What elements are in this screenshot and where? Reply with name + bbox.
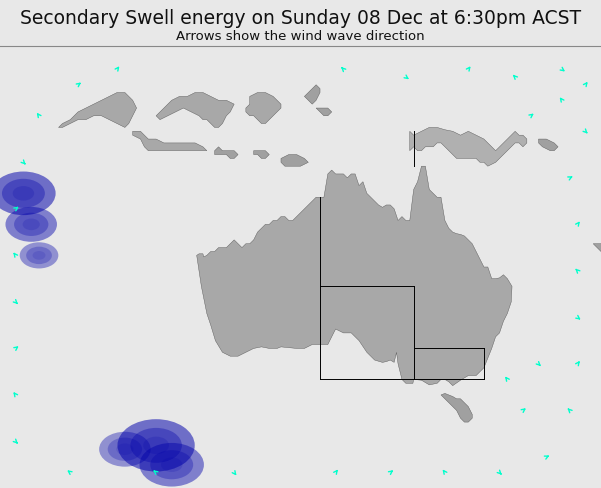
Polygon shape [538,139,558,151]
Polygon shape [254,151,269,159]
Polygon shape [410,127,527,166]
Ellipse shape [14,213,49,236]
Ellipse shape [117,444,133,455]
Ellipse shape [20,242,58,268]
Ellipse shape [139,443,204,487]
Ellipse shape [117,419,195,471]
Polygon shape [246,93,281,123]
Ellipse shape [161,457,183,472]
Polygon shape [197,166,512,386]
Ellipse shape [143,437,169,454]
Ellipse shape [130,428,182,463]
Polygon shape [304,85,320,104]
Ellipse shape [5,207,57,242]
Polygon shape [441,393,472,422]
Ellipse shape [0,171,56,215]
Polygon shape [215,147,238,159]
Ellipse shape [26,246,52,264]
Polygon shape [156,93,234,127]
Text: Arrows show the wind wave direction: Arrows show the wind wave direction [176,30,425,43]
Polygon shape [593,244,601,259]
Polygon shape [316,108,332,116]
Polygon shape [281,155,308,166]
Ellipse shape [13,186,34,201]
Ellipse shape [108,438,142,461]
Ellipse shape [150,450,193,479]
Ellipse shape [99,432,151,467]
Ellipse shape [23,219,40,230]
Polygon shape [133,131,207,151]
Ellipse shape [32,251,46,260]
Text: Secondary Swell energy on Sunday 08 Dec at 6:30pm ACST: Secondary Swell energy on Sunday 08 Dec … [20,9,581,28]
Polygon shape [58,93,136,127]
Ellipse shape [2,179,45,208]
